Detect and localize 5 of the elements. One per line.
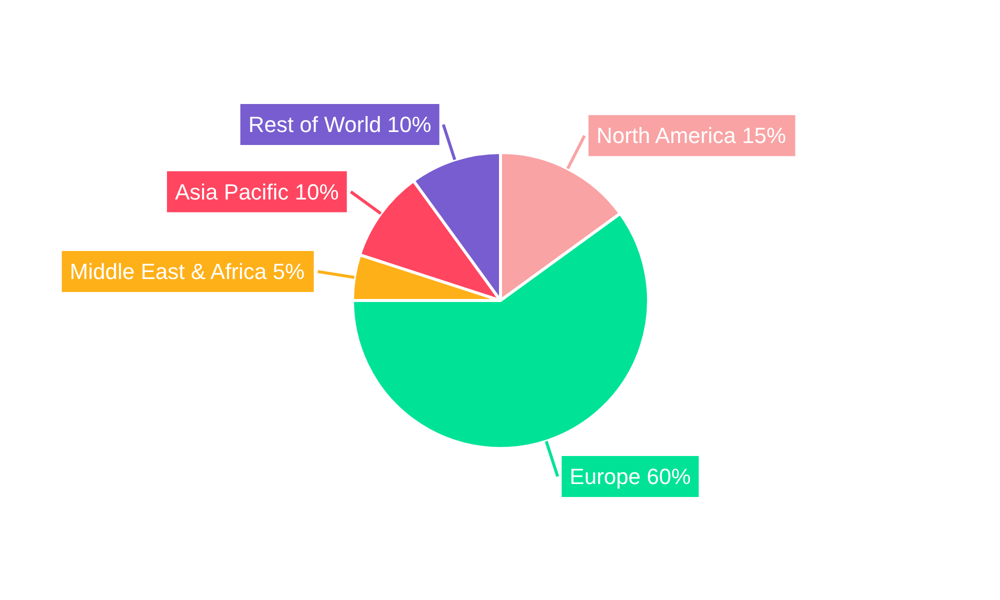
slice-label: Middle East & Africa 5% bbox=[70, 259, 305, 284]
slice-label: North America 15% bbox=[596, 123, 786, 148]
slice-label: Asia Pacific 10% bbox=[174, 179, 339, 204]
slice-label: Europe 60% bbox=[570, 464, 691, 489]
slice-label: Rest of World 10% bbox=[248, 112, 432, 138]
